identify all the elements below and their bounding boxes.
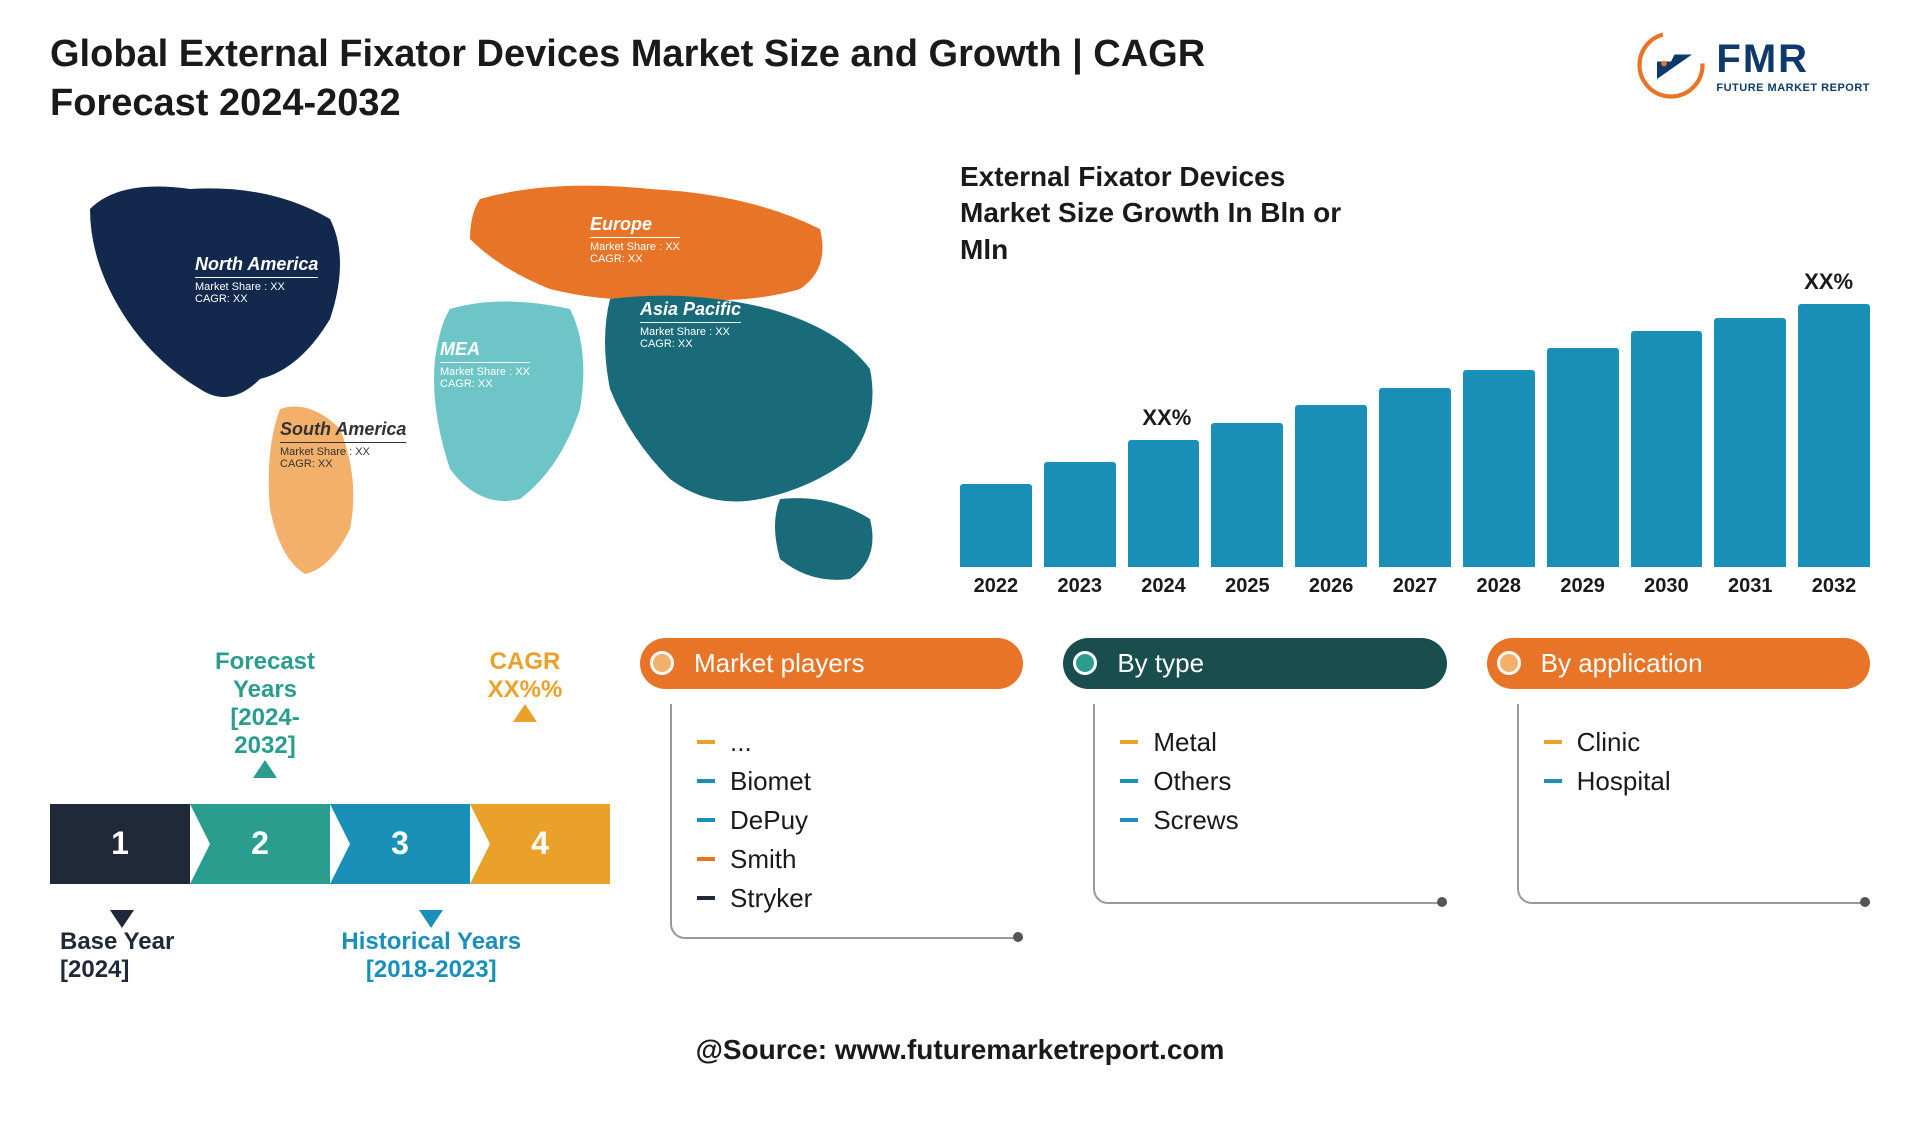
bar-col-2025: 2025: [1211, 423, 1283, 598]
logo: FMR FUTURE MARKET REPORT: [1636, 30, 1870, 100]
category-pill: Market players: [640, 638, 1023, 689]
timeline-seg-1: 1: [50, 804, 190, 884]
list-item: Stryker: [697, 883, 1023, 914]
bar-annotation: XX%: [1142, 405, 1191, 431]
list-item: Clinic: [1544, 727, 1870, 758]
category-pill: By type: [1063, 638, 1446, 689]
bar-col-2024: 2024: [1128, 440, 1200, 598]
timeline-seg-3: 3: [330, 804, 470, 884]
cagr-label: CAGR XX%%: [460, 648, 590, 784]
category-by-type: By type Metal Others Screws: [1063, 638, 1446, 984]
bar-col-2027: 2027: [1379, 388, 1451, 598]
logo-icon: [1636, 30, 1706, 100]
categories-row: Market players ... Biomet DePuy Smith Stryke…: [640, 638, 1870, 984]
timeline-bar: 1 2 3 4: [50, 804, 610, 884]
list-item: Others: [1120, 766, 1446, 797]
top-row: North AmericaMarket Share : XXCAGR: XX So…: [50, 159, 1870, 598]
bar-col-2029: 2029: [1547, 348, 1619, 598]
bar-col-2031: 2031: [1714, 318, 1786, 598]
timeline-seg-2: 2: [190, 804, 330, 884]
bar-annotation: XX%: [1804, 269, 1853, 295]
region-label-north-america: North AmericaMarket Share : XXCAGR: XX: [195, 254, 318, 305]
list-item: DePuy: [697, 805, 1023, 836]
region-label-europe: EuropeMarket Share : XXCAGR: XX: [590, 214, 680, 265]
bottom-row: Forecast Years [2024-2032] CAGR XX%% 1 2…: [50, 638, 1870, 984]
source-attribution: @Source: www.futuremarketreport.com: [50, 1034, 1870, 1066]
forecast-label: Forecast Years [2024-2032]: [200, 648, 330, 784]
list-item: Smith: [697, 844, 1023, 875]
bar-chart-section: External Fixator Devices Market Size Gro…: [960, 159, 1870, 598]
list-item: Hospital: [1544, 766, 1870, 797]
header: Global External Fixator Devices Market S…: [50, 30, 1870, 129]
timeline-seg-4: 4: [470, 804, 610, 884]
page-title: Global External Fixator Devices Market S…: [50, 30, 1350, 129]
bar-col-2022: 2022: [960, 484, 1032, 598]
logo-fmr: FMR: [1716, 37, 1870, 82]
list-item: ...: [697, 727, 1023, 758]
bar-col-2023: 2023: [1044, 462, 1116, 598]
world-map: North AmericaMarket Share : XXCAGR: XX So…: [50, 159, 930, 589]
bar-col-2032: 2032: [1798, 304, 1870, 598]
category-pill: By application: [1487, 638, 1870, 689]
region-label-mea: MEAMarket Share : XXCAGR: XX: [440, 339, 530, 390]
list-item: Screws: [1120, 805, 1446, 836]
bar-col-2026: 2026: [1295, 405, 1367, 598]
category-market-players: Market players ... Biomet DePuy Smith Stryke…: [640, 638, 1023, 984]
list-item: Metal: [1120, 727, 1446, 758]
base-year-label: Base Year [2024]: [60, 904, 195, 984]
timeline: Forecast Years [2024-2032] CAGR XX%% 1 2…: [50, 638, 610, 984]
category-by-application: By application Clinic Hospital: [1487, 638, 1870, 984]
region-label-asia-pacific: Asia PacificMarket Share : XXCAGR: XX: [640, 299, 741, 350]
logo-text: FMR FUTURE MARKET REPORT: [1716, 37, 1870, 94]
category-list: Clinic Hospital: [1517, 704, 1870, 904]
bar-col-2030: 2030: [1631, 331, 1703, 598]
category-list: ... Biomet DePuy Smith Stryker: [670, 704, 1023, 939]
list-item: Biomet: [697, 766, 1023, 797]
historical-label: Historical Years [2018-2023]: [330, 904, 533, 984]
chart-title: External Fixator Devices Market Size Gro…: [960, 159, 1380, 268]
region-label-south-america: South AmericaMarket Share : XXCAGR: XX: [280, 419, 406, 470]
logo-sub: FUTURE MARKET REPORT: [1716, 82, 1870, 94]
category-list: Metal Others Screws: [1093, 704, 1446, 904]
bar-col-2028: 2028: [1463, 370, 1535, 598]
bar-chart: 2022202320242025202620272028202920302031…: [960, 278, 1870, 598]
